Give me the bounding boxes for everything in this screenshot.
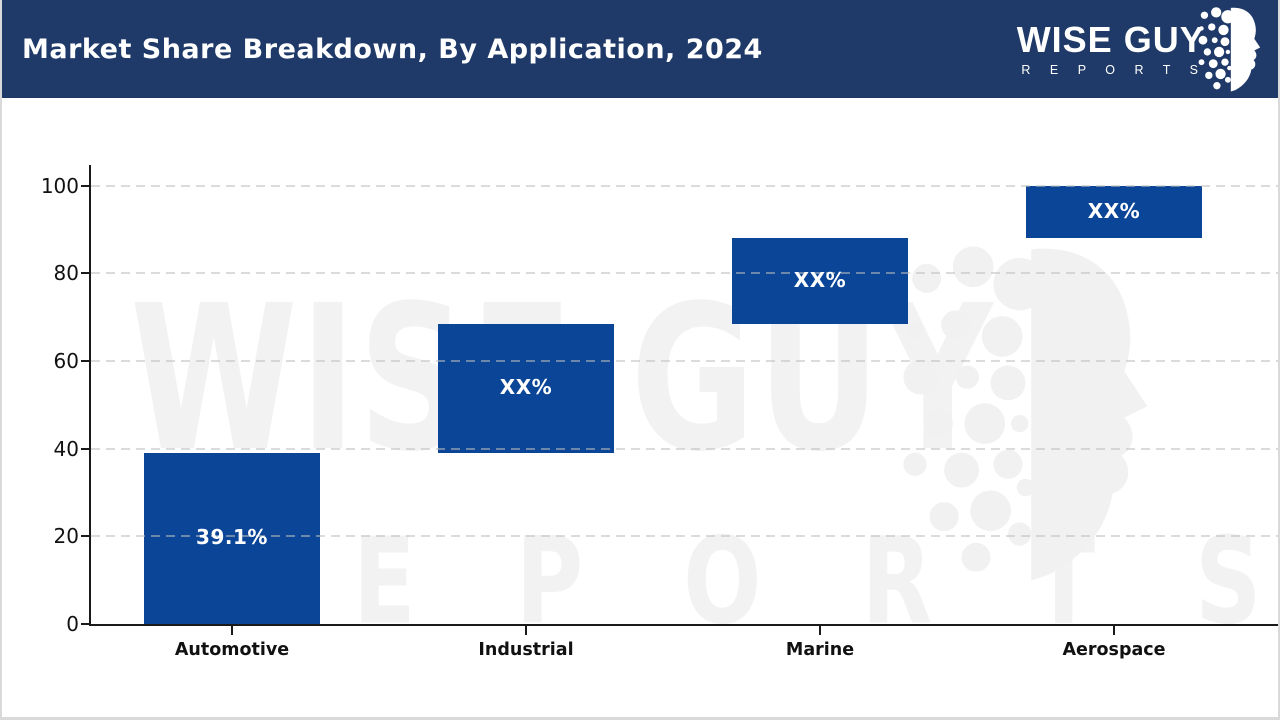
x-tick-industrial bbox=[525, 626, 527, 635]
bar-marine bbox=[732, 238, 908, 324]
header-bar: Market Share Breakdown, By Application, … bbox=[2, 0, 1278, 98]
gridline-20 bbox=[91, 535, 1278, 538]
y-tick-20 bbox=[81, 535, 90, 538]
watermark-head-icon bbox=[903, 246, 1148, 581]
y-tick-60 bbox=[81, 360, 90, 363]
gridline-100 bbox=[91, 184, 1278, 187]
y-tick-label-80: 80 bbox=[53, 261, 79, 286]
y-tick-label-40: 40 bbox=[53, 436, 79, 461]
x-axis-spine bbox=[89, 624, 1278, 626]
x-label-industrial: Industrial bbox=[478, 640, 574, 660]
bar-automotive bbox=[144, 452, 320, 624]
logo-text: WISE GUY R E P O R T S bbox=[1015, 18, 1206, 77]
logo-wordmark: WISE GUY bbox=[1016, 18, 1205, 60]
y-tick-label-100: 100 bbox=[40, 173, 79, 198]
y-tick-100 bbox=[81, 184, 90, 187]
x-tick-aerospace bbox=[1113, 626, 1115, 635]
x-label-aerospace: Aerospace bbox=[1062, 640, 1166, 660]
bar-value-label-marine: XX% bbox=[793, 268, 847, 293]
x-label-automotive: Automotive bbox=[174, 640, 290, 660]
gridline-80 bbox=[91, 272, 1278, 275]
logo-subtext: R E P O R T S bbox=[1021, 62, 1206, 77]
gridline-60 bbox=[91, 360, 1278, 363]
x-label-marine: Marine bbox=[785, 640, 855, 660]
bar-value-label-industrial: XX% bbox=[499, 375, 553, 400]
bar-industrial bbox=[438, 323, 614, 453]
y-tick-0 bbox=[81, 623, 90, 625]
watermark-subtext: R E P O R T S bbox=[182, 512, 1280, 652]
gridline-40 bbox=[91, 447, 1278, 450]
y-tick-label-60: 60 bbox=[53, 349, 79, 374]
bar-aerospace bbox=[1026, 185, 1202, 239]
y-tick-80 bbox=[81, 272, 90, 275]
y-tick-label-0: 0 bbox=[66, 612, 79, 636]
x-tick-automotive bbox=[231, 626, 233, 635]
y-tick-40 bbox=[81, 447, 90, 450]
chart-title: Market Share Breakdown, By Application, … bbox=[22, 33, 763, 65]
y-tick-label-20: 20 bbox=[53, 524, 79, 549]
bar-value-label-aerospace: XX% bbox=[1087, 198, 1141, 223]
bar-value-label-automotive: 39.1% bbox=[196, 525, 268, 550]
x-tick-marine bbox=[819, 626, 821, 635]
y-axis-spine bbox=[89, 165, 91, 626]
wiseguy-logo: WISE GUY R E P O R T S bbox=[1015, 4, 1266, 94]
